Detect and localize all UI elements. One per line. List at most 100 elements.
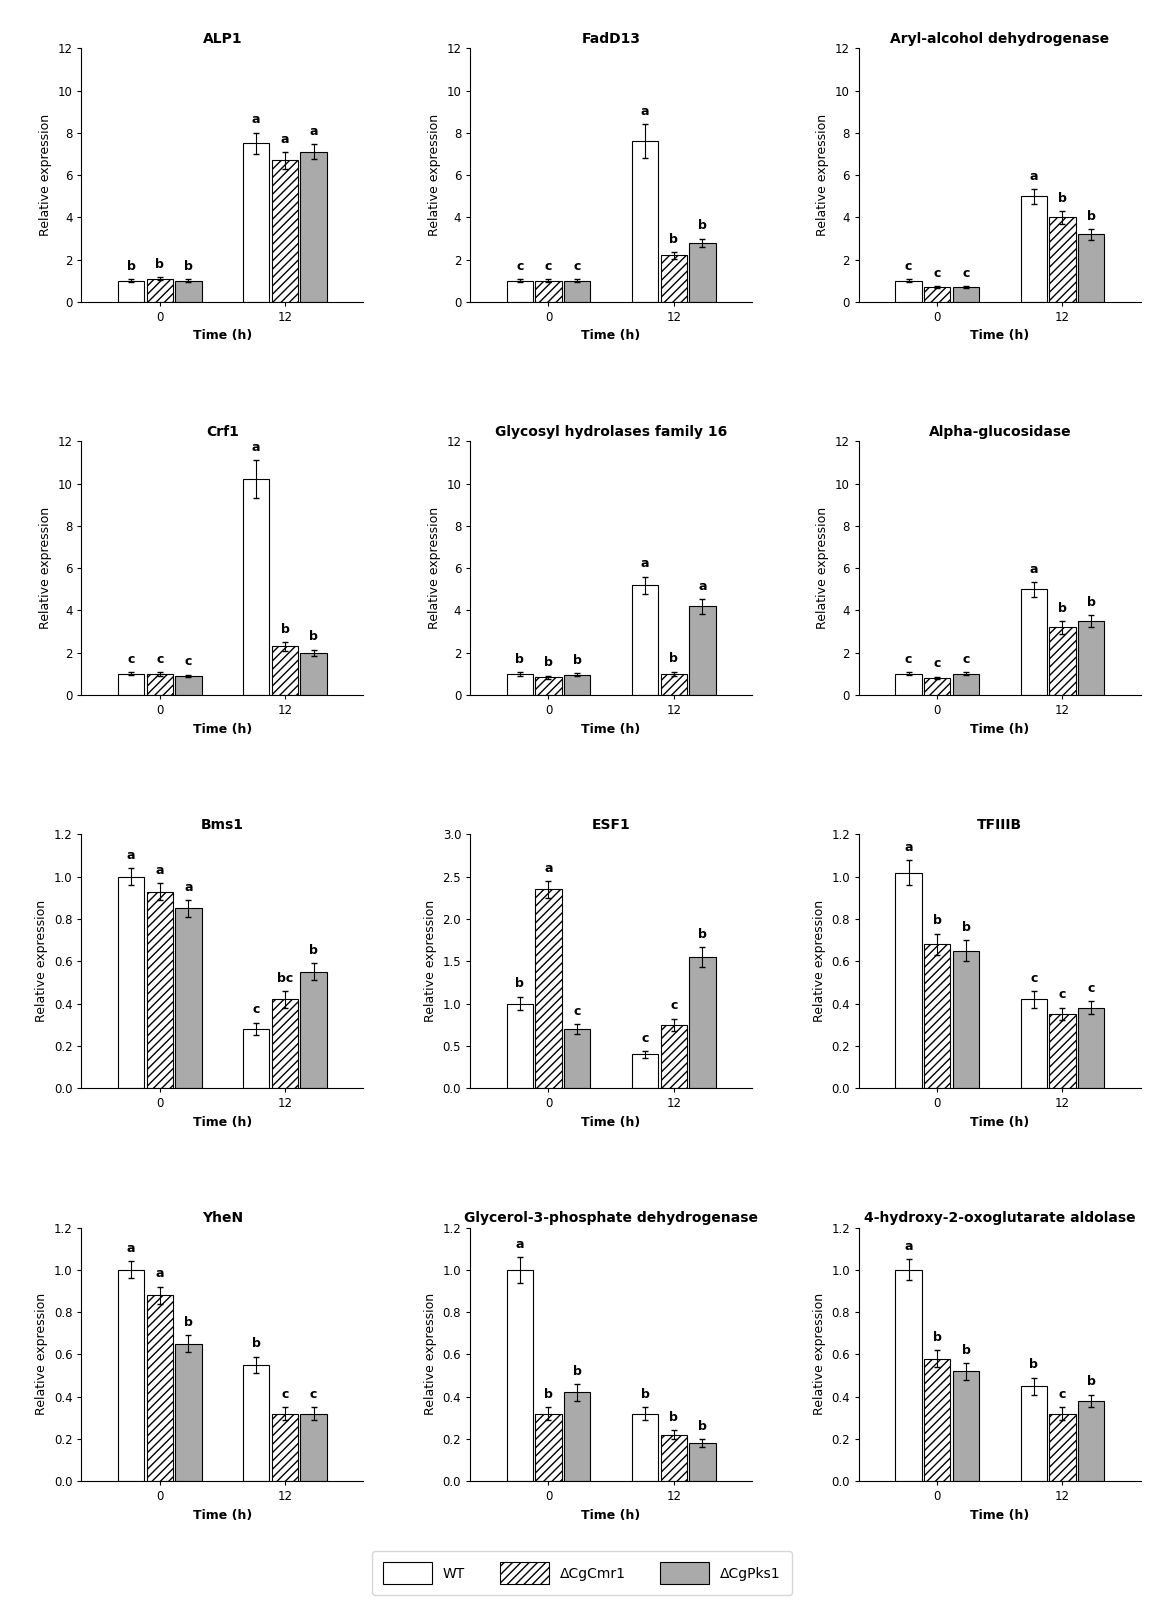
Text: b: b (698, 927, 707, 940)
Y-axis label: Relative expression: Relative expression (424, 900, 436, 1022)
Title: Glycerol-3-phosphate dehydrogenase: Glycerol-3-phosphate dehydrogenase (464, 1211, 758, 1225)
Text: c: c (934, 267, 941, 280)
Text: c: c (1030, 971, 1037, 985)
Bar (243, 1029, 269, 1088)
Y-axis label: Relative expression: Relative expression (816, 114, 830, 237)
Text: b: b (573, 1365, 582, 1378)
Title: 4-hydroxy-2-oxoglutarate aldolase: 4-hydroxy-2-oxoglutarate aldolase (864, 1211, 1136, 1225)
Y-axis label: Relative expression: Relative expression (812, 900, 825, 1022)
Text: b: b (669, 1410, 679, 1425)
Text: c: c (641, 1032, 648, 1045)
Bar (924, 945, 951, 1088)
Bar (895, 675, 922, 696)
Text: c: c (904, 259, 913, 274)
Bar (1049, 1414, 1076, 1481)
Title: FadD13: FadD13 (582, 32, 640, 45)
Bar (924, 287, 951, 303)
Text: b: b (1087, 1375, 1095, 1388)
Text: c: c (253, 1003, 260, 1016)
Text: a: a (904, 1240, 913, 1253)
Bar (895, 873, 922, 1088)
Bar (118, 675, 144, 696)
Bar (1078, 1008, 1105, 1088)
Text: c: c (574, 1005, 581, 1018)
Bar (1021, 1000, 1046, 1088)
Text: c: c (670, 1000, 677, 1013)
Bar (147, 675, 173, 696)
Bar (1078, 235, 1105, 303)
Title: ESF1: ESF1 (591, 818, 631, 832)
Text: b: b (184, 1315, 193, 1328)
Text: b: b (155, 258, 164, 270)
Title: Bms1: Bms1 (201, 818, 243, 832)
Text: c: c (1059, 1388, 1066, 1401)
Text: c: c (904, 654, 913, 667)
Bar (953, 287, 979, 303)
Text: c: c (963, 267, 970, 280)
Bar (565, 280, 590, 303)
Bar (632, 1414, 658, 1481)
Bar (506, 675, 533, 696)
Bar (1049, 217, 1076, 303)
Text: c: c (934, 657, 941, 670)
Bar (953, 1372, 979, 1481)
Bar (147, 279, 173, 303)
Text: a: a (904, 840, 913, 853)
Text: a: a (127, 1241, 135, 1256)
Text: b: b (310, 630, 318, 644)
Bar (300, 151, 327, 303)
Y-axis label: Relative expression: Relative expression (35, 1293, 48, 1415)
Bar (689, 243, 716, 303)
Title: ALP1: ALP1 (203, 32, 242, 45)
Text: c: c (156, 652, 163, 667)
Text: b: b (1029, 1359, 1038, 1372)
Text: b: b (573, 654, 582, 667)
Y-axis label: Relative expression: Relative expression (427, 507, 441, 630)
Text: a: a (1029, 562, 1038, 576)
Bar (689, 1443, 716, 1481)
Text: a: a (156, 863, 164, 877)
X-axis label: Time (h): Time (h) (971, 330, 1029, 343)
Bar (632, 142, 658, 303)
Bar (271, 1414, 298, 1481)
Bar (632, 1055, 658, 1088)
Bar (147, 1294, 173, 1481)
Text: b: b (1087, 596, 1095, 609)
Bar (953, 952, 979, 1088)
Bar (895, 1270, 922, 1481)
Bar (660, 256, 687, 303)
Text: a: a (698, 580, 707, 592)
X-axis label: Time (h): Time (h) (971, 723, 1029, 736)
Text: a: a (640, 105, 650, 118)
Text: a: a (1029, 169, 1038, 182)
Text: b: b (1058, 602, 1067, 615)
Bar (243, 143, 269, 303)
Text: a: a (640, 557, 650, 570)
Bar (176, 676, 201, 696)
Bar (300, 652, 327, 696)
Text: b: b (698, 219, 707, 232)
Text: bc: bc (277, 971, 293, 985)
Bar (689, 956, 716, 1088)
Text: b: b (1087, 209, 1095, 222)
Title: TFIIIB: TFIIIB (978, 818, 1022, 832)
Text: b: b (932, 1331, 942, 1344)
Text: b: b (516, 977, 524, 990)
Bar (1049, 628, 1076, 696)
Bar (535, 678, 562, 696)
Title: Aryl-alcohol dehydrogenase: Aryl-alcohol dehydrogenase (890, 32, 1109, 45)
X-axis label: Time (h): Time (h) (971, 1116, 1029, 1129)
Bar (660, 675, 687, 696)
Text: a: a (127, 848, 135, 861)
Text: c: c (545, 259, 552, 274)
Text: b: b (669, 233, 679, 246)
Bar (1021, 196, 1046, 303)
Bar (147, 892, 173, 1088)
Bar (176, 908, 201, 1088)
X-axis label: Time (h): Time (h) (582, 1116, 640, 1129)
X-axis label: Time (h): Time (h) (582, 330, 640, 343)
Bar (1021, 589, 1046, 696)
Bar (1078, 1401, 1105, 1481)
Bar (660, 1435, 687, 1481)
X-axis label: Time (h): Time (h) (193, 1116, 251, 1129)
